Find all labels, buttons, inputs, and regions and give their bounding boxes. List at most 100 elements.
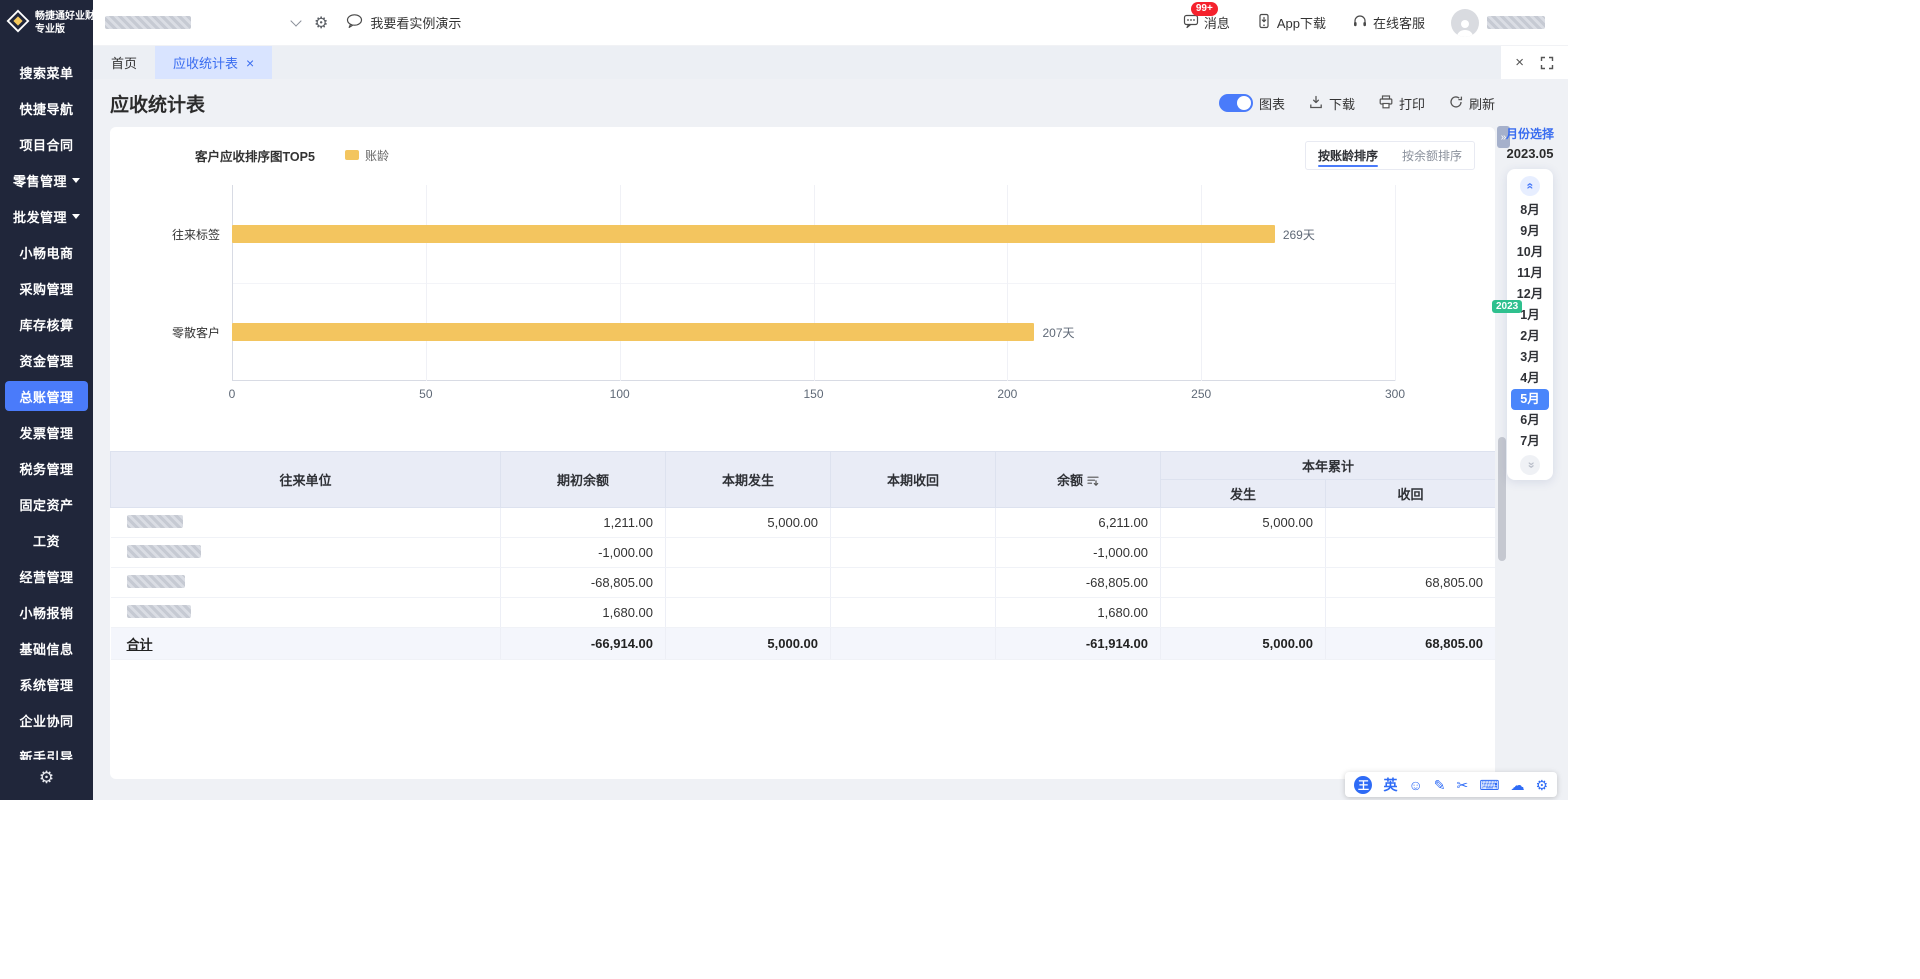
ime-scissors-icon[interactable]: ✂ bbox=[1456, 776, 1469, 793]
month-item-12月[interactable]: 12月 bbox=[1516, 287, 1544, 301]
amount-cell bbox=[665, 567, 831, 598]
sidebar-item-label: 总账管理 bbox=[19, 389, 74, 405]
ime-language-indicator[interactable]: 英 bbox=[1383, 776, 1398, 793]
message-icon bbox=[1183, 13, 1199, 32]
sidebar-item-经营管理[interactable]: 经营管理 bbox=[0, 558, 93, 594]
refresh-button[interactable]: 刷新 bbox=[1449, 94, 1495, 113]
sidebar-item-采购管理[interactable]: 采购管理 bbox=[0, 270, 93, 306]
user-menu[interactable] bbox=[1451, 8, 1545, 37]
sidebar-item-基础信息[interactable]: 基础信息 bbox=[0, 630, 93, 666]
collapse-panel-button[interactable]: » bbox=[1497, 126, 1510, 148]
fullscreen-icon[interactable] bbox=[1540, 56, 1554, 70]
double-chevron-down-icon: « bbox=[1523, 461, 1537, 469]
total-label[interactable]: 合计 bbox=[126, 637, 153, 652]
amount-cell: 1,680.00 bbox=[500, 597, 666, 628]
scroll-down-button[interactable]: « bbox=[1520, 455, 1540, 475]
ime-cloud-icon[interactable]: ☁ bbox=[1510, 776, 1525, 793]
chat-bubble-icon bbox=[346, 13, 363, 32]
demo-link[interactable]: 我要看实例演示 bbox=[346, 13, 461, 32]
brand-text: 畅捷通好业财 专业版 bbox=[35, 10, 95, 37]
table-row[interactable]: -1,000.00 -1,000.00 bbox=[110, 537, 1495, 568]
month-item-4月[interactable]: 4月 bbox=[1520, 371, 1540, 385]
month-item-5月[interactable]: 5月 bbox=[1511, 389, 1549, 410]
messages-badge: 99+ bbox=[1190, 2, 1218, 16]
sidebar-item-新手引导[interactable]: 新手引导 bbox=[0, 738, 93, 761]
vertical-scrollbar-thumb[interactable] bbox=[1498, 437, 1506, 561]
col-header-balance[interactable]: 余额 bbox=[995, 451, 1161, 508]
sort-tab-按余额排序[interactable]: 按余额排序 bbox=[1401, 148, 1462, 163]
sidebar-item-税务管理[interactable]: 税务管理 bbox=[0, 450, 93, 486]
chart-toggle[interactable]: 图表 bbox=[1218, 94, 1285, 113]
table-row[interactable]: -68,805.00 -68,805.00 68,805.00 bbox=[110, 567, 1495, 598]
col-header-collected: 本期收回 bbox=[830, 451, 996, 508]
sidebar-item-项目合同[interactable]: 项目合同 bbox=[0, 126, 93, 162]
org-selector[interactable] bbox=[105, 14, 302, 29]
report-card: 客户应收排序图TOP5 账龄 按账龄排序 按余额排序 往来标签 269天 零散客户 20… bbox=[110, 127, 1495, 779]
month-item-10月[interactable]: 10月 bbox=[1516, 245, 1544, 259]
scroll-up-button[interactable]: « bbox=[1520, 176, 1540, 196]
sidebar-item-总账管理[interactable]: 总账管理 bbox=[5, 381, 88, 411]
month-item-1月[interactable]: 1月 bbox=[1520, 308, 1540, 322]
redacted-customer-name bbox=[126, 544, 201, 558]
chevron-down-icon bbox=[72, 177, 80, 183]
month-item-2月[interactable]: 2月 bbox=[1520, 329, 1540, 343]
sidebar-item-发票管理[interactable]: 发票管理 bbox=[0, 414, 93, 450]
month-item-7月[interactable]: 7月 bbox=[1520, 434, 1540, 448]
messages-button[interactable]: 消息 99+ bbox=[1183, 2, 1230, 32]
total-amount-cell: -61,914.00 bbox=[995, 627, 1161, 660]
sidebar-item-零售管理[interactable]: 零售管理 bbox=[0, 162, 93, 198]
sidebar-item-企业协同[interactable]: 企业协同 bbox=[0, 702, 93, 738]
sidebar-item-搜索菜单[interactable]: 搜索菜单 bbox=[0, 54, 93, 90]
ime-gear-icon[interactable]: ⚙ bbox=[1535, 776, 1548, 793]
toggle-switch[interactable] bbox=[1218, 94, 1253, 112]
month-item-8月[interactable]: 8月 bbox=[1520, 203, 1540, 217]
app-download-button[interactable]: App下载 bbox=[1256, 13, 1326, 32]
sidebar-item-小畅报销[interactable]: 小畅报销 bbox=[0, 594, 93, 630]
table-row[interactable]: 1,211.00 5,000.00 6,211.00 5,000.00 bbox=[110, 507, 1495, 538]
tab-首页[interactable]: 首页 bbox=[93, 46, 155, 79]
toggle-knob bbox=[1236, 96, 1251, 110]
download-button[interactable]: 下载 bbox=[1309, 94, 1355, 113]
chart-bar[interactable] bbox=[232, 225, 1275, 243]
sidebar-settings-icon[interactable]: ⚙ bbox=[38, 768, 55, 787]
chart-bar[interactable] bbox=[232, 323, 1035, 341]
sidebar-item-库存核算[interactable]: 库存核算 bbox=[0, 306, 93, 342]
print-label: 打印 bbox=[1398, 96, 1425, 112]
online-service-button[interactable]: 在线客服 bbox=[1352, 13, 1425, 32]
sidebar-item-小畅电商[interactable]: 小畅电商 bbox=[0, 234, 93, 270]
chart-gridline bbox=[232, 185, 233, 381]
sidebar-item-系统管理[interactable]: 系统管理 bbox=[0, 666, 93, 702]
topbar: ⚙ 我要看实例演示 消息 99+ bbox=[93, 0, 1568, 46]
settings-icon[interactable]: ⚙ bbox=[314, 14, 329, 32]
sidebar-item-固定资产[interactable]: 固定资产 bbox=[0, 486, 93, 522]
tab-close-icon[interactable]: × bbox=[246, 54, 255, 71]
amount-cell bbox=[1160, 567, 1326, 598]
ime-keyboard-icon[interactable]: ⌨ bbox=[1479, 776, 1500, 793]
sidebar-item-批发管理[interactable]: 批发管理 bbox=[0, 198, 93, 234]
sidebar-item-label: 基础信息 bbox=[19, 641, 74, 657]
month-item-9月[interactable]: 9月 bbox=[1520, 224, 1540, 238]
month-item-11月[interactable]: 11月 bbox=[1517, 266, 1543, 280]
total-label-cell[interactable]: 合计 bbox=[110, 627, 501, 660]
tab-应收统计表[interactable]: 应收统计表 × bbox=[155, 46, 273, 79]
table-row[interactable]: 1,680.00 1,680.00 bbox=[110, 597, 1495, 628]
ime-pen-icon[interactable]: ✎ bbox=[1433, 776, 1446, 793]
page-title: 应收统计表 bbox=[110, 94, 206, 116]
table-header: 往来单位 期初余额 本期发生 本期收回 余额 本年累计 发生 收回 bbox=[110, 451, 1495, 508]
close-icon[interactable]: × bbox=[1515, 54, 1524, 71]
subcol-header-collected: 收回 bbox=[1324, 479, 1495, 508]
sidebar-item-工资[interactable]: 工资 bbox=[0, 522, 93, 558]
ime-input-method-icon[interactable]: 王 bbox=[1354, 775, 1373, 794]
sort-icon[interactable] bbox=[1087, 475, 1099, 490]
chart-gridline bbox=[1201, 185, 1203, 381]
chart-legend[interactable]: 账龄 bbox=[344, 147, 389, 164]
current-period: 2023.05 bbox=[1506, 146, 1554, 161]
ime-smiley-icon[interactable]: ☺ bbox=[1408, 776, 1423, 793]
redacted-org-name bbox=[105, 16, 191, 29]
print-button[interactable]: 打印 bbox=[1379, 94, 1425, 113]
month-item-3月[interactable]: 3月 bbox=[1520, 350, 1540, 364]
month-item-6月[interactable]: 6月 bbox=[1520, 413, 1540, 427]
sort-tab-按账龄排序[interactable]: 按账龄排序 bbox=[1306, 142, 1390, 169]
sidebar-item-快捷导航[interactable]: 快捷导航 bbox=[0, 90, 93, 126]
sidebar-item-资金管理[interactable]: 资金管理 bbox=[0, 342, 93, 378]
